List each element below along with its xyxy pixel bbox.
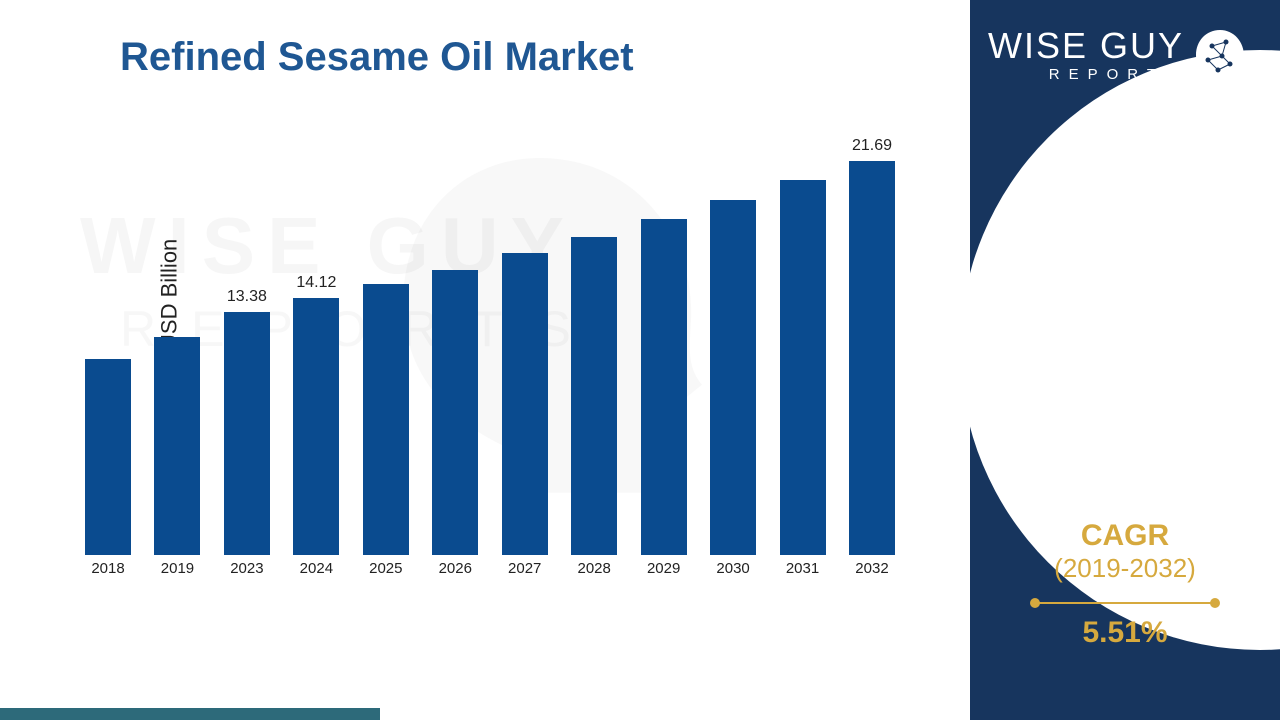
logo-sub-text: REPORTS [988,66,1184,83]
x-axis-label: 2030 [710,560,756,577]
bar [293,298,339,555]
bottom-accent-bar [0,708,380,720]
x-axis-label: 2019 [154,560,200,577]
x-axis-label: 2031 [780,560,826,577]
bar-group [641,219,687,555]
cagr-title: CAGR [1000,519,1250,553]
bar [849,161,895,555]
bar-chart: 13.38 14.12 21.69 [85,155,895,555]
x-axis-label: 2025 [363,560,409,577]
main-content-area: Refined Sesame Oil Market WISE GUY REPOR… [0,0,970,720]
cagr-period: (2019-2032) [1000,553,1250,584]
bar-value-label: 13.38 [227,288,267,306]
cagr-divider [1035,602,1215,604]
bar [502,253,548,555]
brand-logo: WISE GUY REPORTS [988,28,1250,96]
logo-main-text: WISE GUY [988,28,1184,64]
right-panel: WISE GUY REPORTS CAGR (20 [970,0,1280,720]
bar [641,219,687,555]
bar [571,237,617,555]
bar [710,200,756,555]
x-axis-label: 2028 [571,560,617,577]
bar [154,337,200,555]
bar-group: 14.12 [293,298,339,555]
x-axis-label: 2029 [641,560,687,577]
bar-value-label: 14.12 [296,274,336,292]
x-axis-label: 2018 [85,560,131,577]
bar-group [710,200,756,555]
bar-group [502,253,548,555]
bar [224,312,270,555]
bar-group: 13.38 [224,312,270,555]
x-axis-label: 2026 [432,560,478,577]
bar [432,270,478,555]
bar-group [571,237,617,555]
bar [363,284,409,555]
bar-group [154,337,200,555]
bar-group [432,270,478,555]
bar-group: 21.69 [849,161,895,555]
bar-group [85,359,131,555]
bar [780,180,826,555]
bar [85,359,131,555]
chart-title: Refined Sesame Oil Market [120,35,634,80]
x-axis-label: 2024 [293,560,339,577]
x-axis-label: 2027 [502,560,548,577]
bar-value-label: 21.69 [852,137,892,155]
cagr-value: 5.51% [1000,616,1250,650]
head-network-icon [1192,28,1250,96]
x-axis-label: 2032 [849,560,895,577]
x-axis-label: 2023 [224,560,270,577]
cagr-block: CAGR (2019-2032) 5.51% [1000,519,1250,650]
bar-group [780,180,826,555]
bar-group [363,284,409,555]
x-axis-labels: 2018 2019 2023 2024 2025 2026 2027 2028 2029 2030… [85,560,895,577]
